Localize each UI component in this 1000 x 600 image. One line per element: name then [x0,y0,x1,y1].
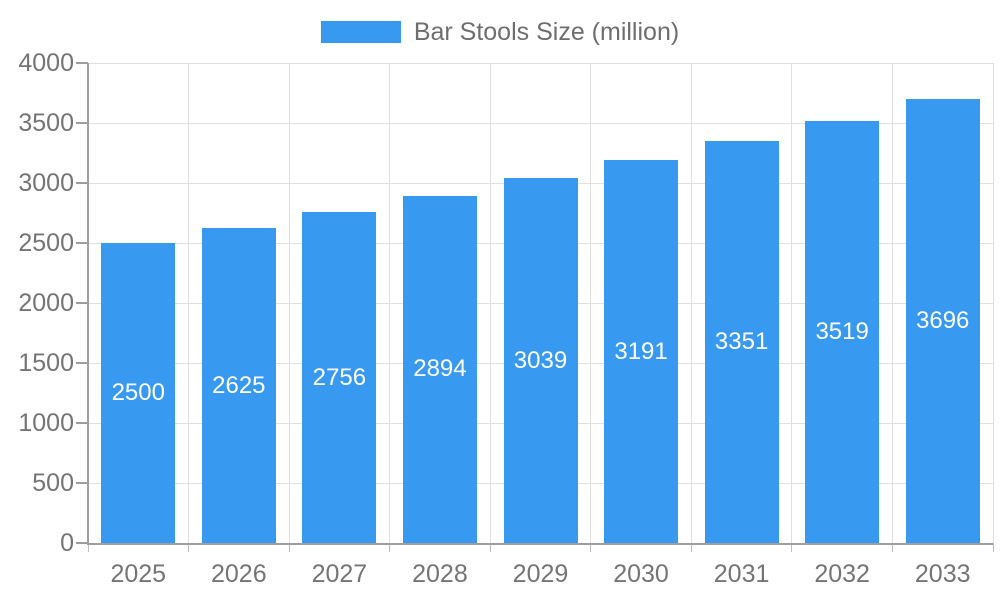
v-gridline [590,63,592,543]
y-axis-tick [76,302,88,304]
bar[interactable]: 3696 [905,99,980,543]
v-gridline [389,63,391,543]
legend-swatch [320,21,401,43]
bar[interactable]: 2894 [402,195,477,543]
v-gridline [690,63,692,543]
h-gridline [88,122,993,124]
x-axis-tick-label: 2030 [613,560,669,588]
v-gridline [891,63,893,543]
x-axis-tick [489,543,491,552]
bar-value-label: 2625 [212,371,266,399]
bar-value-label: 2894 [413,355,467,383]
y-axis-tick [76,182,88,184]
bar[interactable]: 2625 [201,228,276,543]
y-axis-tick [76,122,88,124]
bar[interactable]: 3039 [503,178,578,543]
x-axis-tick [992,543,994,552]
bar-value-label: 2756 [312,363,367,391]
x-axis-tick [791,543,793,552]
x-axis-tick-label: 2028 [412,560,468,588]
y-axis-tick-label: 2000 [18,289,74,317]
bar-value-label: 3351 [714,327,769,355]
y-axis-tick-label: 4000 [18,49,74,77]
x-axis-tick-label: 2027 [311,560,368,588]
x-axis-tick [590,543,592,552]
x-axis-tick-label: 2026 [211,560,267,588]
bar-value-label: 2500 [111,379,165,406]
x-axis-tick-label: 2025 [110,560,167,588]
x-axis-tick [690,543,692,552]
y-axis-line [87,63,89,545]
x-axis-tick-label: 2031 [713,560,770,588]
bar-value-label: 3039 [513,346,568,374]
bar-value-label: 3519 [815,317,869,345]
x-axis-tick-label: 2033 [914,560,971,588]
bar-value-label: 3191 [614,337,668,365]
v-gridline [188,63,190,543]
v-gridline [992,63,994,543]
bar[interactable]: 2756 [302,212,377,543]
y-axis-tick [76,422,88,424]
x-axis-line [88,543,993,545]
v-gridline [288,63,290,543]
x-axis-tick-label: 2032 [814,560,870,588]
y-axis-tick-label: 2500 [18,229,74,257]
y-axis-tick-label: 1500 [18,349,74,377]
y-axis-tick-label: 500 [32,469,74,497]
y-axis-tick [76,482,88,484]
bar[interactable]: 3191 [604,160,679,543]
v-gridline [489,63,491,543]
y-axis-tick-label: 3500 [18,109,74,137]
y-axis-tick-label: 1000 [18,409,74,437]
bar[interactable]: 2500 [101,243,176,543]
x-axis-tick-label: 2029 [512,560,569,588]
y-axis-tick-label: 0 [60,529,74,557]
bar[interactable]: 3351 [704,140,779,543]
x-axis-tick [288,543,290,552]
y-axis-tick [76,62,88,64]
bar-value-label: 3696 [916,307,970,335]
v-gridline [791,63,793,543]
x-axis-tick [389,543,391,552]
legend-label: Bar Stools Size (million) [413,18,680,46]
x-axis-tick [891,543,893,552]
y-axis-tick [76,242,88,244]
h-gridline [88,62,993,64]
y-axis-tick-label: 3000 [18,169,74,197]
bar[interactable]: 3519 [805,120,880,543]
y-axis-tick [76,362,88,364]
y-axis-tick [76,542,88,544]
x-axis-tick [188,543,190,552]
x-axis-tick [87,543,89,552]
legend-item[interactable]: Bar Stools Size (million) [0,18,1000,46]
